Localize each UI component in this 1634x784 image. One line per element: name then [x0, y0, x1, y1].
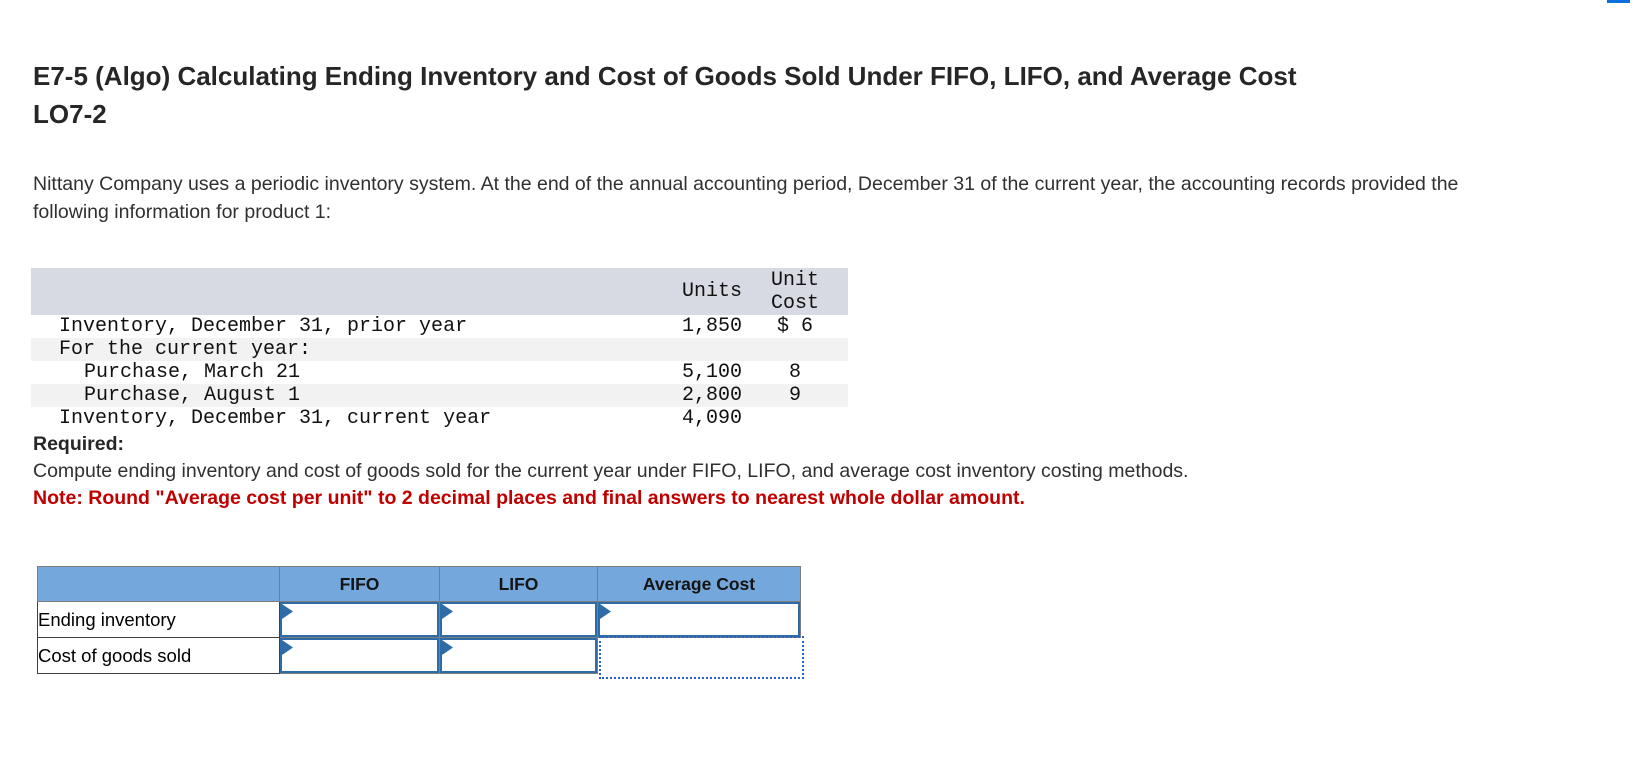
row-label: Inventory, December 31, prior year	[59, 315, 468, 338]
ending-inventory-fifo-input[interactable]	[282, 604, 437, 635]
ending-inventory-label: Ending inventory	[37, 601, 280, 638]
required-heading: Required:	[33, 433, 125, 455]
inventory-header-spacer	[31, 268, 622, 315]
header-fifo: FIFO	[279, 566, 440, 602]
units-column-header: Units	[681, 280, 742, 303]
header-empty-cell	[37, 566, 280, 602]
inventory-table-header-row: Units Unit Cost	[31, 268, 848, 315]
problem-title-line2: LO7-2	[33, 99, 107, 129]
rounding-note: Note: Round "Average cost per unit" to 2…	[33, 487, 1025, 509]
unit-cost-header-line2: Cost	[770, 291, 819, 315]
row-unit-cost: 8	[788, 361, 801, 384]
unit-cost-header-line1: Unit	[770, 268, 819, 292]
header-average-cost: Average Cost	[597, 566, 801, 602]
row-units	[622, 338, 742, 361]
ending-inventory-row: Ending inventory	[37, 601, 801, 638]
required-instruction: Compute ending inventory and cost of goo…	[33, 460, 1189, 482]
table-row: Inventory, December 31, current year 4,0…	[31, 407, 848, 430]
table-row: Purchase, March 21 5,100 8	[31, 361, 848, 384]
problem-intro-text: Nittany Company uses a periodic inventor…	[33, 173, 1459, 223]
ending-inventory-lifo-cell[interactable]	[440, 602, 597, 637]
row-label: Purchase, August 1	[84, 384, 301, 407]
cogs-lifo-cell[interactable]	[440, 638, 597, 673]
ending-inventory-fifo-cell[interactable]	[280, 602, 439, 637]
ending-inventory-average-cost-cell[interactable]	[598, 602, 800, 637]
row-unit-cost	[742, 338, 848, 361]
problem-title: E7-5 (Algo) Calculating Ending Inventory…	[33, 57, 1296, 133]
row-unit-cost: 9	[788, 384, 801, 407]
cogs-fifo-cell[interactable]	[280, 638, 439, 673]
row-label: Inventory, December 31, current year	[59, 407, 492, 430]
table-row: Purchase, August 1 2,800 9	[31, 384, 848, 407]
row-unit-cost	[742, 407, 848, 430]
answer-table-header-row: FIFO LIFO Average Cost	[37, 566, 801, 602]
answer-input-table: FIFO LIFO Average Cost Ending inventory	[37, 566, 804, 679]
cost-of-goods-sold-row: Cost of goods sold	[37, 636, 804, 679]
cogs-lifo-input[interactable]	[442, 640, 595, 671]
inventory-data-table: Units Unit Cost Inventory, December 31, …	[31, 268, 848, 430]
row-units: 2,800	[681, 384, 742, 407]
cogs-fifo-input[interactable]	[282, 640, 437, 671]
row-label: For the current year:	[59, 338, 312, 361]
unit-cost-column-header: Unit Cost	[742, 268, 848, 315]
problem-title-line1: E7-5 (Algo) Calculating Ending Inventory…	[33, 61, 1297, 91]
row-units: 1,850	[681, 315, 742, 338]
table-row: Inventory, December 31, prior year 1,850…	[31, 315, 848, 338]
cogs-average-cost-selected-cell[interactable]	[599, 636, 804, 679]
row-label: Purchase, March 21	[84, 361, 301, 384]
row-units: 4,090	[681, 407, 742, 430]
top-right-accent-fragment	[1607, 0, 1630, 3]
cost-of-goods-sold-label: Cost of goods sold	[37, 637, 280, 674]
ending-inventory-lifo-input[interactable]	[442, 604, 595, 635]
ending-inventory-average-cost-input[interactable]	[600, 604, 798, 635]
required-section: Required: Compute ending inventory and c…	[33, 431, 1188, 512]
row-unit-cost: $ 6	[776, 315, 813, 338]
table-row: For the current year:	[31, 338, 848, 361]
header-lifo: LIFO	[439, 566, 598, 602]
row-units: 5,100	[681, 361, 742, 384]
